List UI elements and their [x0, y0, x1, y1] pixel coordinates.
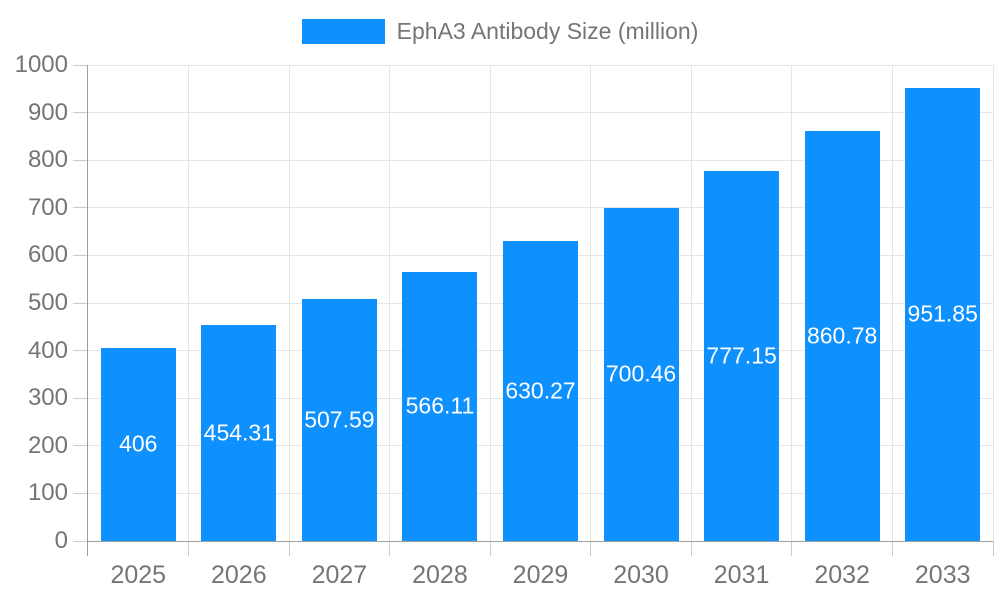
- x-axis-tick: [489, 541, 491, 556]
- y-gridline: [88, 159, 993, 161]
- y-axis-label: 100: [27, 479, 68, 507]
- x-axis-label: 2025: [110, 561, 167, 589]
- y-axis-label: 0: [54, 527, 68, 554]
- x-axis-tick: [188, 541, 190, 556]
- y-axis-label: 400: [27, 336, 68, 364]
- x-axis-label: 2027: [311, 561, 368, 589]
- x-axis-tick: [992, 541, 994, 556]
- y-axis-label: 800: [27, 146, 68, 174]
- x-axis-label: 2032: [814, 561, 870, 589]
- x-axis-label: 2029: [512, 561, 569, 589]
- x-gridline: [791, 65, 793, 541]
- bar-2032: [804, 131, 880, 541]
- y-axis-label: 600: [27, 241, 68, 269]
- bar-value-label: 507.59: [304, 406, 375, 433]
- bar-value-label: 951.85: [907, 300, 978, 327]
- x-axis-tick: [690, 541, 692, 556]
- y-axis-tick: [73, 397, 88, 399]
- y-gridline: [88, 112, 993, 114]
- x-axis-label: 2033: [914, 561, 971, 589]
- legend-label: EphA3 Antibody Size (million): [396, 18, 699, 44]
- x-axis-label: 2031: [713, 561, 770, 589]
- bar-value-label: 860.78: [806, 322, 878, 349]
- x-axis-label: 2030: [613, 561, 669, 589]
- bar-value-label: 700.46: [605, 360, 677, 387]
- bar-2026: [201, 324, 277, 541]
- bar-2031: [704, 171, 780, 541]
- y-axis-tick: [73, 445, 88, 447]
- bar-2027: [301, 299, 377, 541]
- x-gridline: [288, 65, 290, 541]
- x-axis-label: 2028: [412, 561, 468, 589]
- bar-2033: [905, 87, 981, 541]
- y-axis-tick: [73, 302, 88, 304]
- y-axis-tick: [73, 112, 88, 114]
- y-axis-label: 1000: [14, 51, 68, 78]
- x-gridline: [590, 65, 592, 541]
- y-axis-tick: [73, 159, 88, 161]
- x-axis-tick: [791, 541, 793, 556]
- y-axis-label: 200: [27, 431, 68, 459]
- y-axis-tick: [73, 254, 88, 256]
- y-axis-label: 300: [27, 384, 68, 412]
- y-axis-tick: [73, 207, 88, 209]
- bar-value-label: 454.31: [203, 419, 275, 446]
- x-axis-label: 2026: [211, 561, 267, 589]
- x-gridline: [891, 65, 893, 541]
- x-gridline: [690, 65, 692, 541]
- legend-swatch-icon: [301, 19, 385, 44]
- y-axis-line: [87, 65, 88, 556]
- x-axis-tick: [389, 541, 391, 556]
- bar-2028: [402, 271, 478, 541]
- y-axis-label: 700: [27, 193, 68, 221]
- x-axis-tick: [288, 541, 290, 556]
- bar-2030: [603, 207, 679, 541]
- bar-value-label: 566.11: [405, 392, 475, 419]
- y-axis-tick: [73, 540, 88, 542]
- bar-value-label: 406: [119, 430, 158, 457]
- y-gridline: [88, 64, 993, 66]
- x-axis-line: [88, 541, 993, 542]
- x-axis-tick: [891, 541, 893, 556]
- bar-value-label: 777.15: [706, 342, 777, 369]
- y-gridline: [88, 207, 993, 209]
- y-axis-label: 900: [27, 98, 68, 126]
- x-gridline: [389, 65, 391, 541]
- bar-value-label: 630.27: [505, 377, 576, 404]
- x-axis-tick: [590, 541, 592, 556]
- y-axis-label: 500: [27, 289, 68, 316]
- x-gridline: [489, 65, 491, 541]
- x-gridline: [188, 65, 190, 541]
- y-axis-tick: [73, 350, 88, 352]
- y-axis-tick: [73, 492, 88, 494]
- x-gridline: [992, 65, 994, 541]
- bar-2025: [100, 347, 176, 541]
- y-axis-tick: [73, 64, 88, 66]
- bar-2029: [503, 240, 578, 541]
- chart-legend: EphA3 Antibody Size (million): [0, 18, 1000, 45]
